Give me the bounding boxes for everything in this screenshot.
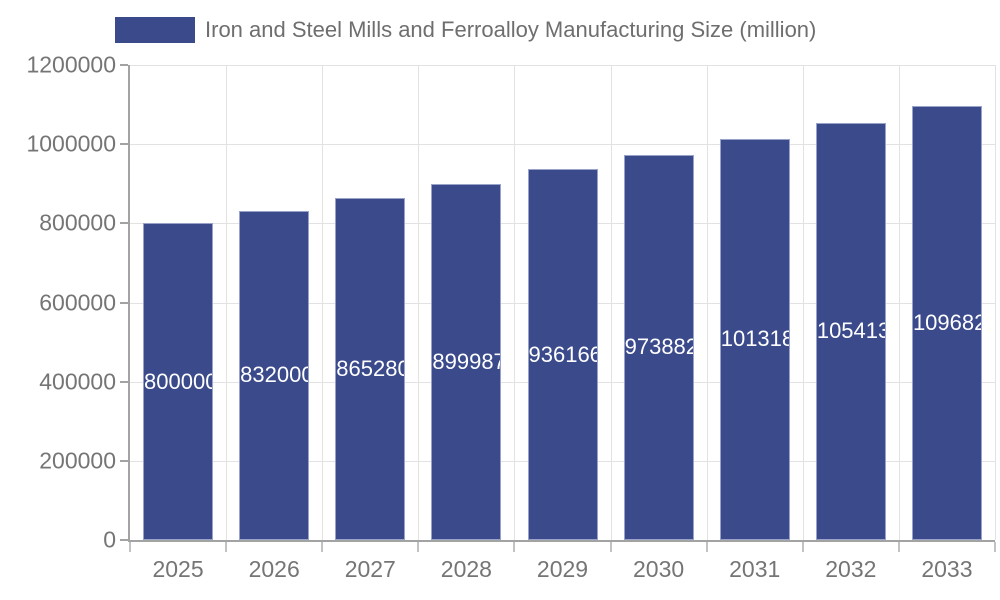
- v-gridline: [802, 65, 804, 540]
- x-tick-label: 2033: [921, 556, 973, 582]
- bar-value-label: 899987: [432, 348, 502, 374]
- bar-2032: 1054135: [815, 122, 886, 540]
- y-tick-label: 200000: [39, 447, 116, 474]
- bar-2030: 973882: [623, 154, 694, 540]
- y-tick-mark: [120, 143, 128, 146]
- x-tick-label: 2031: [729, 556, 781, 582]
- v-gridline: [322, 65, 324, 540]
- x-tick-mark: [897, 542, 900, 552]
- v-gridline: [995, 65, 996, 540]
- bar-2029: 936166: [527, 169, 598, 540]
- v-gridline: [610, 65, 612, 540]
- y-tick-label: 800000: [39, 209, 116, 236]
- bar-value-label: 936166: [528, 341, 598, 367]
- bar-2026: 832000: [239, 210, 310, 540]
- y-axis-line: [128, 65, 130, 540]
- plot-area: 0 200000 400000 600000 800000 1000000 1200000 8…: [26, 52, 996, 582]
- v-gridline: [898, 65, 900, 540]
- y-tick-label: 400000: [39, 368, 116, 395]
- y-tick-mark: [120, 64, 128, 66]
- bar-value-label: 1096821: [912, 309, 981, 335]
- y-tick-label: 1200000: [26, 51, 116, 78]
- x-tick-mark: [801, 542, 804, 552]
- x-tick-mark: [994, 542, 996, 552]
- bar-2027: 865280: [335, 197, 406, 540]
- x-axis-line: [128, 540, 995, 542]
- bar-2025: 800000: [143, 223, 214, 540]
- bar-value-label: 865280: [336, 355, 406, 381]
- x-tick-label: 2025: [152, 556, 204, 582]
- bar-value-label: 973882: [624, 334, 694, 360]
- bar-value-label: 832000: [240, 362, 310, 388]
- x-tick-label: 2026: [248, 556, 300, 582]
- x-tick-label: 2027: [344, 556, 396, 582]
- legend[interactable]: Iron and Steel Mills and Ferroalloy Manu…: [115, 16, 816, 44]
- v-gridline: [226, 65, 228, 540]
- h-gridline: [130, 144, 995, 146]
- y-tick-label: 600000: [39, 289, 116, 315]
- y-tick-label: 0: [103, 526, 116, 553]
- y-tick-mark: [120, 301, 128, 304]
- x-tick-label: 2029: [536, 556, 589, 582]
- h-gridline: [130, 65, 995, 66]
- y-tick-mark: [120, 539, 128, 541]
- bar-value-label: 1013188: [720, 326, 789, 352]
- bar-value-label: 800000: [144, 368, 214, 394]
- x-tick-mark: [705, 542, 708, 552]
- v-gridline: [706, 65, 708, 540]
- legend-swatch-icon: [115, 17, 195, 43]
- x-tick-mark: [129, 542, 131, 552]
- x-tick-label: 2028: [440, 556, 492, 582]
- x-tick-mark: [513, 542, 516, 552]
- y-tick-mark: [120, 222, 128, 225]
- bar-2033: 1096821: [911, 105, 982, 540]
- x-tick-mark: [609, 542, 612, 552]
- bar-2028: 899987: [431, 183, 502, 540]
- v-gridline: [418, 65, 420, 540]
- legend-label: Iron and Steel Mills and Ferroalloy Manu…: [205, 17, 817, 42]
- y-tick-mark: [120, 380, 128, 383]
- x-tick-label: 2030: [633, 556, 685, 582]
- bar-value-label: 1054135: [816, 318, 885, 344]
- x-tick-mark: [225, 542, 228, 552]
- x-tick-mark: [417, 542, 420, 552]
- x-tick-mark: [321, 542, 324, 552]
- y-tick-label: 1000000: [26, 130, 116, 157]
- bar-2031: 1013188: [719, 138, 790, 540]
- x-tick-label: 2032: [825, 556, 877, 582]
- v-gridline: [514, 65, 516, 540]
- y-tick-mark: [120, 459, 128, 462]
